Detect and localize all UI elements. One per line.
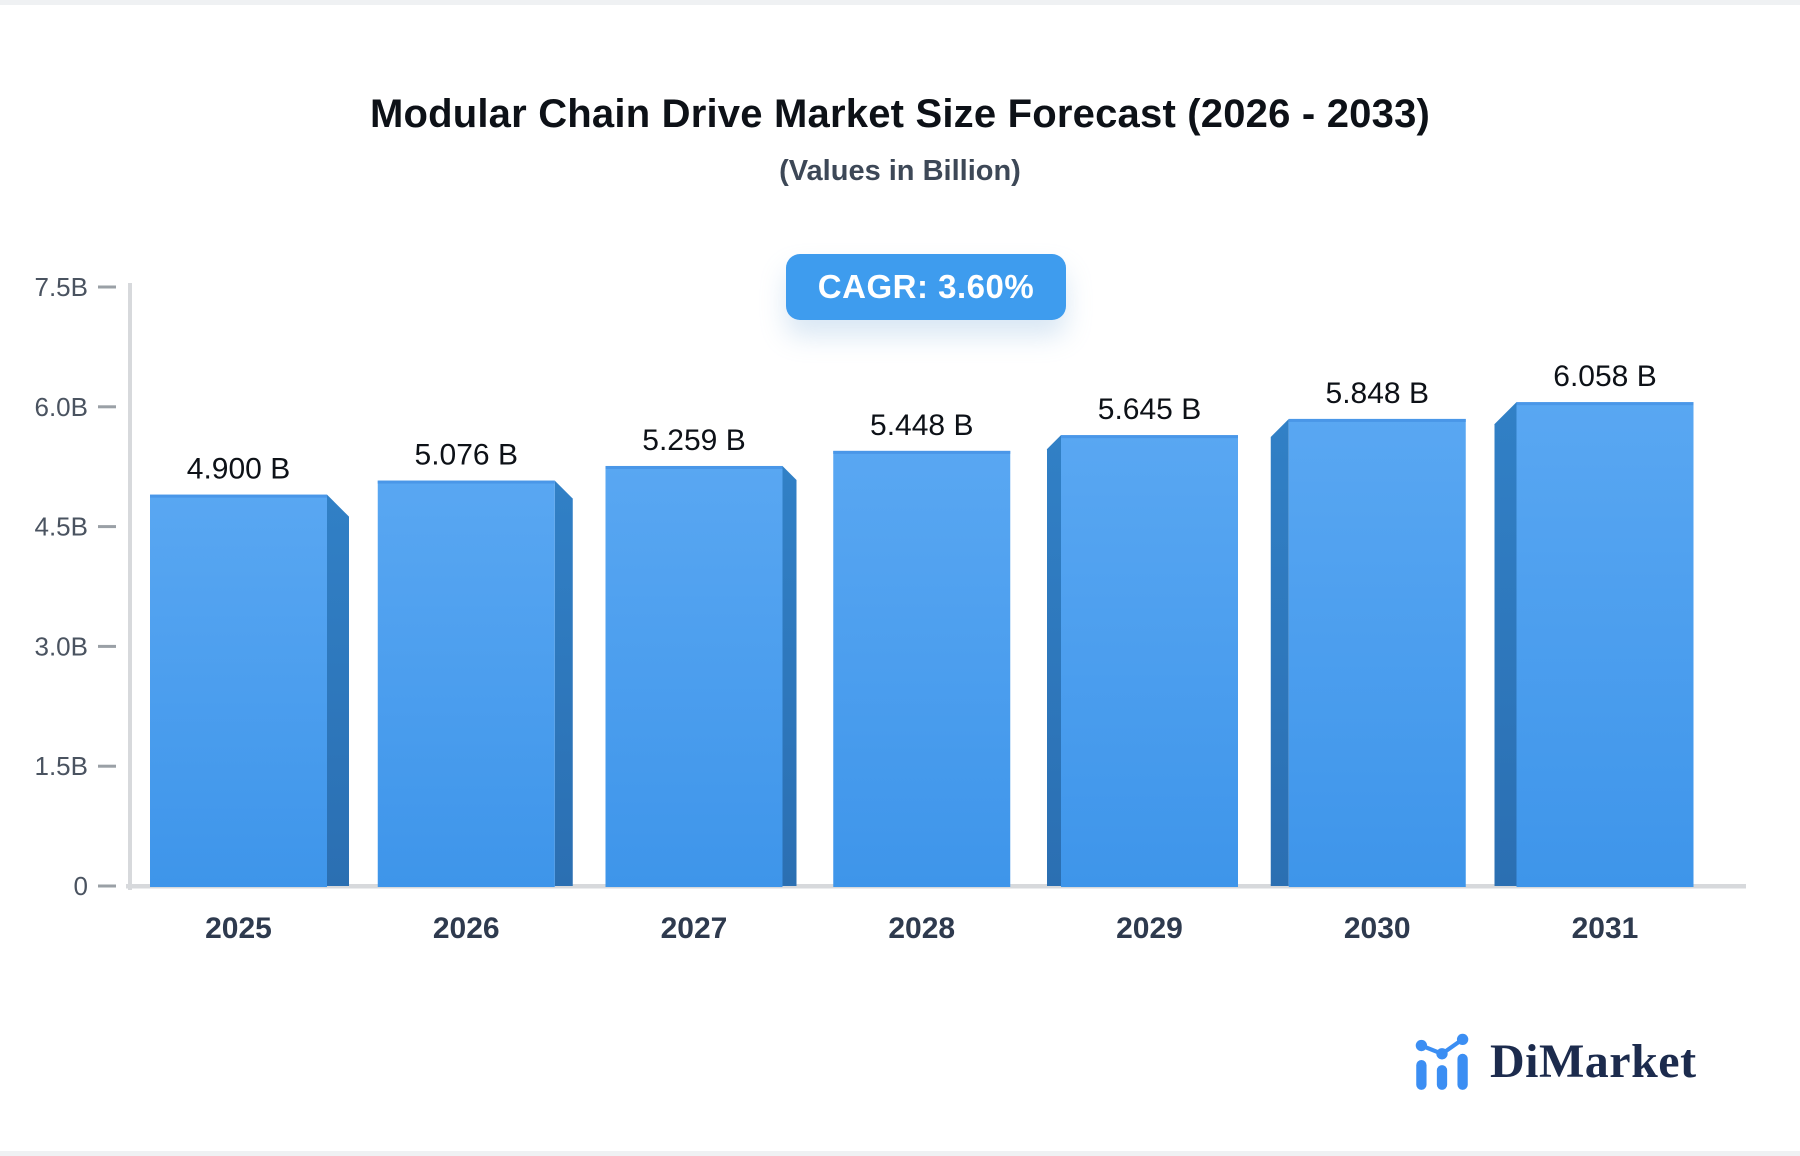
x-axis-label: 2028: [888, 912, 955, 945]
bar-3d-side: [327, 494, 349, 886]
y-axis-label: 0: [74, 871, 88, 901]
y-axis-tick: [98, 644, 116, 648]
chart-subtitle: (Values in Billion): [779, 155, 1021, 187]
y-axis-label: 7.5B: [35, 272, 89, 302]
bar-front-face: [1288, 418, 1466, 887]
bar-front-face: [1061, 435, 1238, 887]
x-axis-label: 2031: [1572, 912, 1639, 945]
bar-2025: [150, 494, 349, 887]
bar-3d-side: [782, 465, 797, 886]
bar-top-edge: [605, 465, 783, 469]
bar-3d-side: [1047, 435, 1061, 886]
chart-header: Modular Chain Drive Market Size Forecast…: [0, 92, 1800, 188]
bar-top-edge: [1061, 435, 1238, 439]
bar-value-label: 5.259 B: [642, 424, 745, 457]
x-axis-label: 2027: [661, 912, 728, 945]
bar-value-label: 5.076 B: [415, 439, 518, 472]
bar-3d-side: [554, 480, 573, 886]
bar-line-chart-icon: [1415, 1033, 1469, 1090]
brand-name: DiMarket: [1490, 1034, 1697, 1088]
y-axis-tick: [98, 405, 116, 409]
page-top-edge: [0, 0, 1800, 5]
brand-logo: DiMarket: [1408, 1032, 1697, 1090]
bar-top-edge: [1516, 402, 1694, 406]
y-axis-label: 6.0B: [35, 392, 89, 422]
bar-2026: [377, 480, 573, 887]
bar-front-face: [377, 480, 555, 887]
bar-2029: [1047, 435, 1238, 887]
bar-value-label: 6.058 B: [1553, 360, 1656, 393]
x-axis-label: 2026: [433, 912, 500, 945]
y-axis-label: 4.5B: [35, 512, 89, 542]
bar-front-face: [1516, 402, 1694, 887]
bar-top-edge: [833, 450, 1011, 454]
bar-top-edge: [1288, 418, 1466, 422]
bar-front-face: [605, 465, 783, 887]
bar-2028: [833, 450, 1011, 887]
bar-value-label: 5.848 B: [1326, 377, 1429, 410]
y-axis-line: [128, 283, 132, 890]
bar-front-face: [833, 450, 1011, 887]
bar-2027: [605, 465, 797, 887]
bar-3d-side: [1494, 402, 1517, 886]
bar-top-edge: [377, 480, 555, 484]
bar-2031: [1494, 402, 1694, 887]
x-axis-label: 2029: [1116, 912, 1183, 945]
chart-title: Modular Chain Drive Market Size Forecast…: [369, 92, 1431, 136]
bar-value-label: 4.900 B: [187, 453, 290, 486]
y-axis-label: 3.0B: [35, 631, 89, 661]
bar-value-label: 5.448 B: [870, 409, 973, 442]
y-axis-tick: [98, 285, 116, 289]
y-axis-tick: [98, 525, 116, 529]
bar-top-edge: [150, 494, 327, 498]
y-axis-tick: [98, 764, 116, 768]
y-axis-label: 1.5B: [35, 751, 89, 781]
bar-2030: [1270, 418, 1466, 887]
cagr-badge: CAGR: 3.60%: [786, 254, 1066, 320]
y-axis-tick: [98, 884, 116, 888]
page-bottom-edge: [0, 1151, 1800, 1156]
bar-3d-side: [1270, 418, 1289, 886]
bar-front-face: [150, 494, 327, 887]
bar-value-label: 5.645 B: [1098, 393, 1201, 426]
x-axis-label: 2030: [1344, 912, 1411, 945]
x-axis-label: 2025: [205, 912, 272, 945]
